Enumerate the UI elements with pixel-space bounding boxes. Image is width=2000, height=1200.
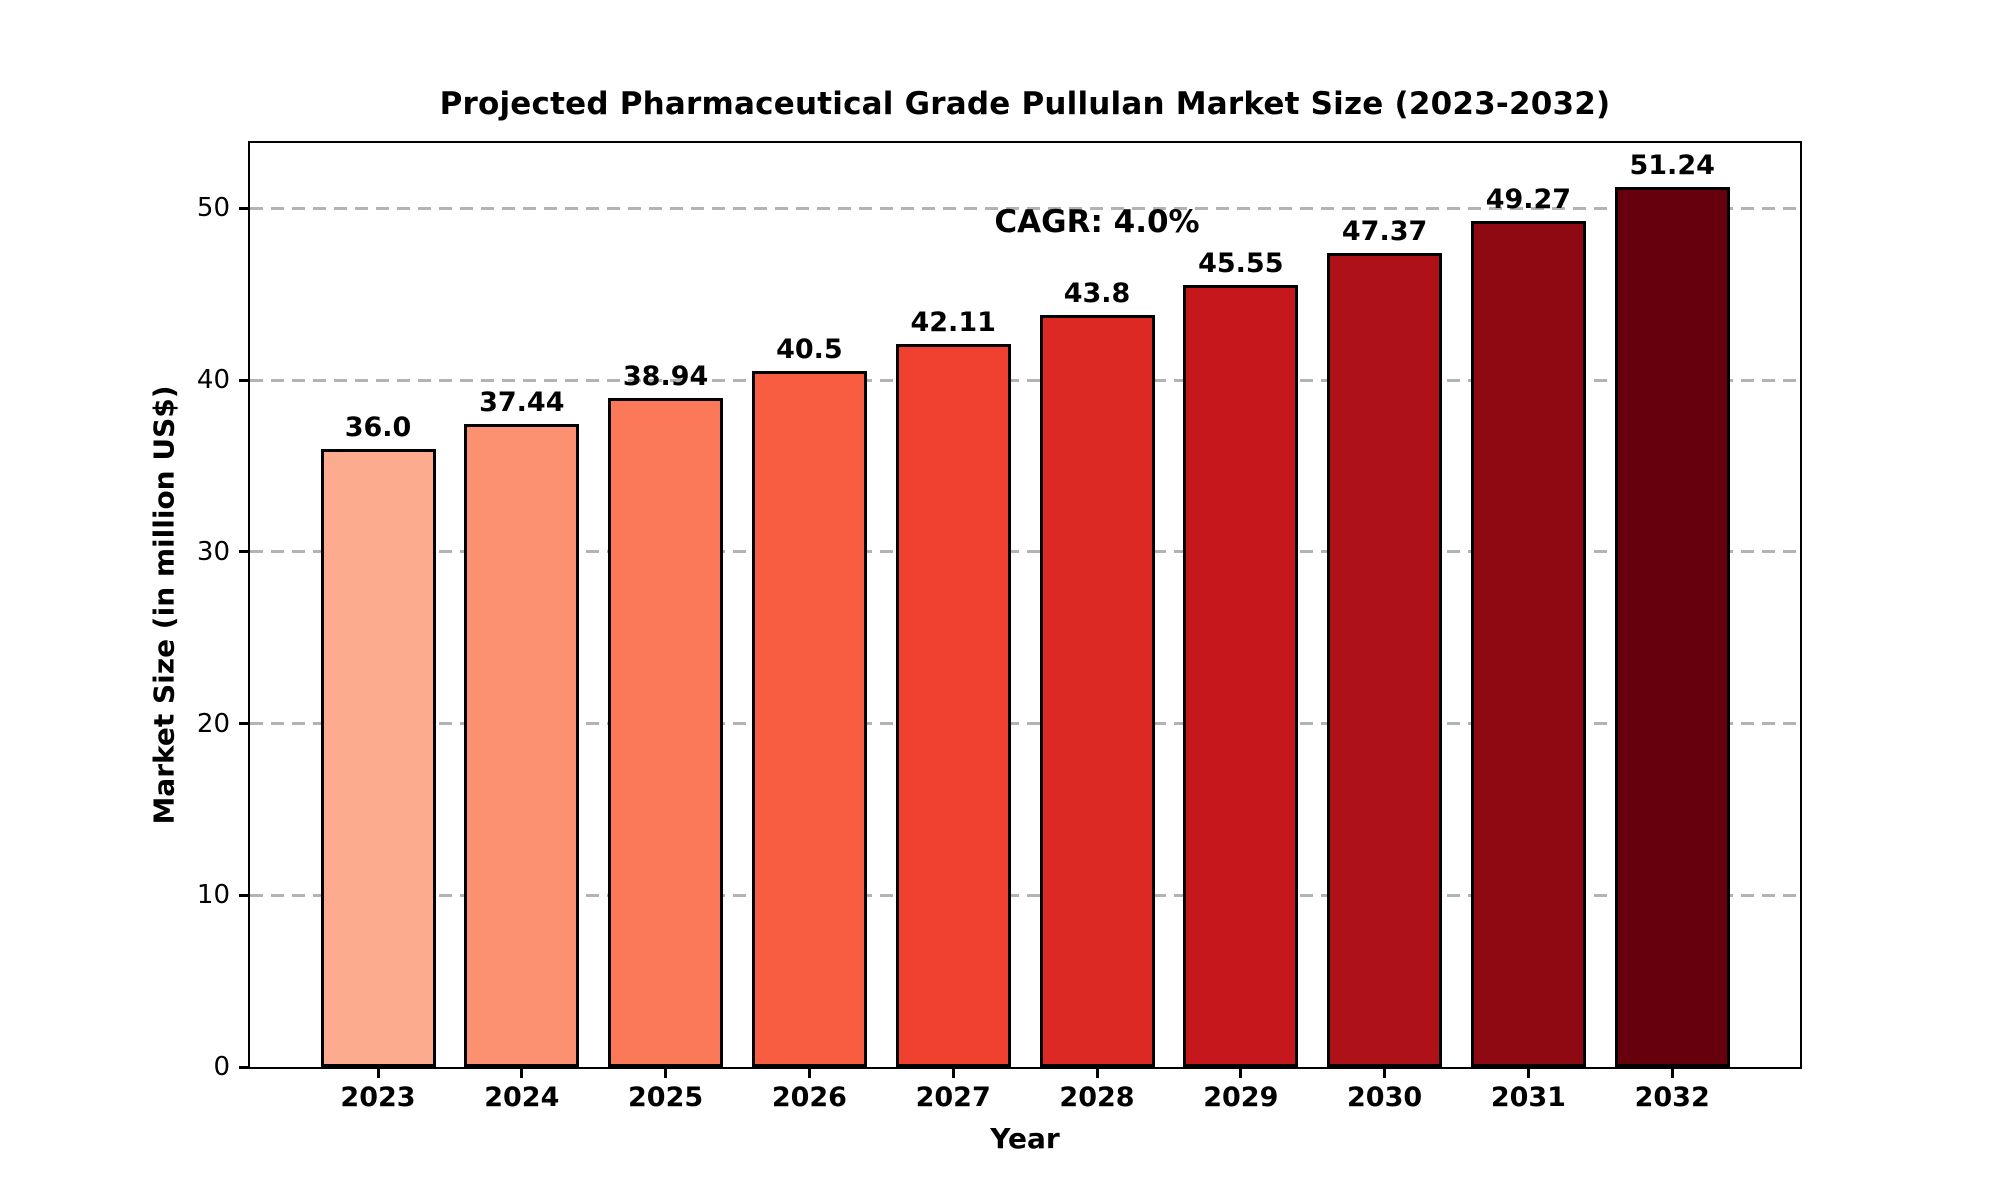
x-tick-label-2024: 2024	[484, 1082, 560, 1113]
gridline-40	[250, 378, 1800, 382]
bar-2024	[464, 423, 580, 1067]
gridline-30	[250, 550, 1800, 554]
y-tick-mark-40	[239, 378, 250, 382]
y-tick-mark-50	[239, 206, 250, 210]
bar-2027	[895, 343, 1011, 1067]
bar-value-label-2027: 42.11	[910, 306, 996, 338]
bar-value-label-2030: 47.37	[1341, 216, 1428, 248]
bar-value-label-2024: 37.44	[479, 386, 565, 418]
y-axis-label: Market Size (in million US$)	[147, 385, 181, 825]
x-tick-mark-2025	[664, 1067, 668, 1078]
x-tick-mark-2030	[1383, 1067, 1387, 1078]
y-tick-label-0: 0	[213, 1052, 230, 1082]
x-tick-mark-2031	[1526, 1067, 1530, 1078]
bar-2032	[1614, 186, 1730, 1067]
y-tick-mark-10	[239, 893, 250, 897]
y-tick-mark-0	[239, 1065, 250, 1069]
x-tick-label-2030: 2030	[1347, 1082, 1423, 1113]
y-tick-mark-20	[239, 722, 250, 725]
x-tick-mark-2024	[520, 1067, 524, 1078]
x-tick-mark-2032	[1670, 1067, 1674, 1078]
bar-2025	[608, 398, 724, 1067]
bar-2023	[320, 448, 436, 1067]
y-tick-label-50: 50	[196, 193, 230, 224]
bar-value-label-2031: 49.27	[1485, 183, 1572, 215]
bar-value-label-2028: 43.8	[1063, 277, 1131, 309]
x-tick-mark-2027	[951, 1067, 955, 1078]
plot-area: 36.0 37.44 38.94 40.5 42.11 43.8 45.55 47.37 49.…	[248, 141, 1802, 1069]
bar-value-label-2023: 36.0	[344, 411, 412, 443]
gridline-10	[250, 893, 1800, 897]
bar-2031	[1470, 220, 1586, 1067]
chart-title: Projected Pharmaceutical Grade Pullulan …	[439, 86, 1611, 122]
bar-value-label-2032: 51.24	[1629, 149, 1715, 181]
bar-value-label-2029: 45.55	[1198, 247, 1284, 279]
bar-2028	[1039, 314, 1155, 1067]
y-tick-label-40: 40	[196, 365, 230, 395]
x-tick-label-2029: 2029	[1203, 1082, 1279, 1113]
cagr-annotation: CAGR: 4.0%	[994, 204, 1200, 240]
gridline-20	[250, 722, 1800, 725]
x-tick-label-2025: 2025	[628, 1082, 704, 1113]
y-tick-mark-30	[239, 550, 250, 554]
x-tick-label-2023: 2023	[340, 1082, 416, 1113]
bar-2030	[1327, 253, 1443, 1067]
bar-2029	[1183, 284, 1299, 1067]
x-tick-label-2031: 2031	[1490, 1082, 1566, 1113]
x-tick-label-2027: 2027	[915, 1082, 991, 1113]
y-tick-label-30: 30	[196, 536, 230, 567]
bar-value-label-2026: 40.5	[776, 334, 843, 366]
x-tick-mark-2023	[376, 1067, 380, 1078]
bar-2026	[751, 371, 867, 1067]
gridline-50	[250, 206, 1800, 210]
x-axis-label: Year	[990, 1122, 1060, 1155]
x-tick-label-2028: 2028	[1059, 1082, 1135, 1113]
x-tick-mark-2029	[1239, 1067, 1243, 1078]
x-tick-label-2026: 2026	[771, 1082, 847, 1113]
x-tick-mark-2028	[1095, 1067, 1099, 1078]
bar-value-label-2025: 38.94	[622, 361, 709, 393]
y-tick-label-20: 20	[196, 708, 230, 739]
x-tick-label-2032: 2032	[1634, 1082, 1710, 1113]
y-tick-label-10: 10	[196, 880, 230, 911]
x-tick-mark-2026	[807, 1067, 811, 1078]
